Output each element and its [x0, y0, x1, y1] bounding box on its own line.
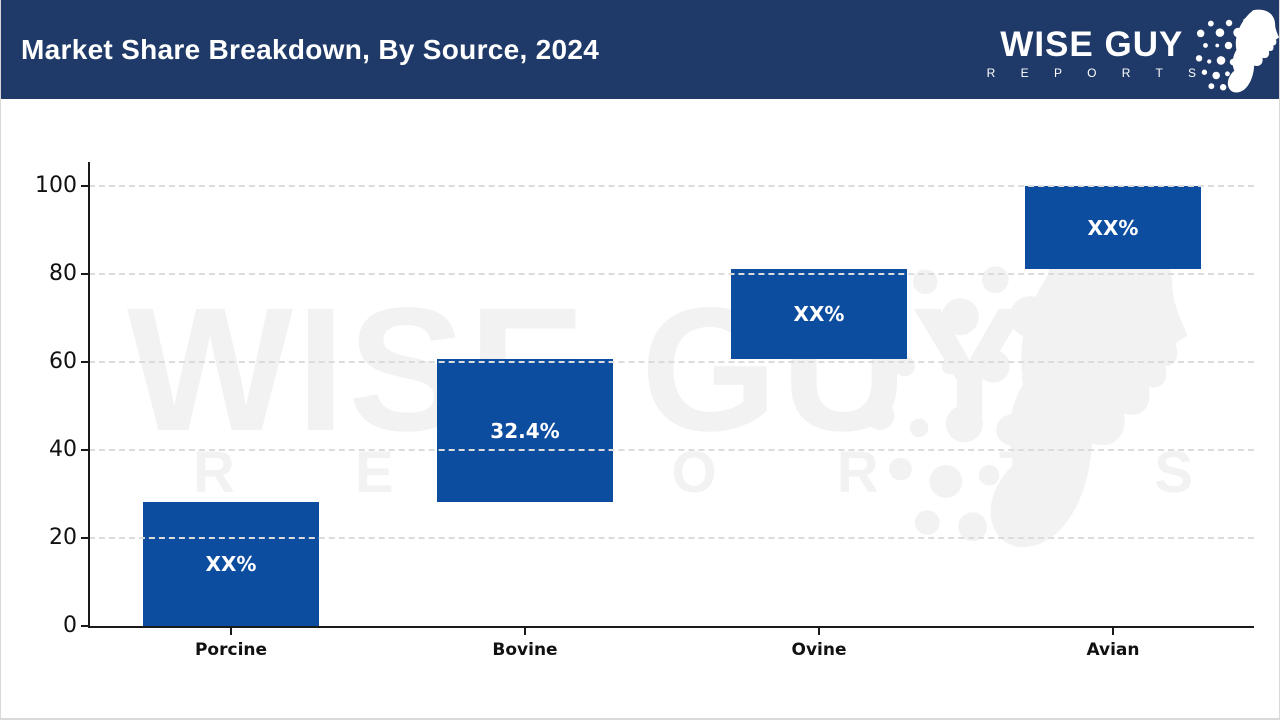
y-axis-tick-60: [81, 361, 88, 363]
logo-text: WISE GUY R E P O R T S: [977, 24, 1207, 81]
bar-bovine: 32.4%: [437, 359, 613, 502]
y-axis-tick-label: 0: [63, 613, 77, 638]
wise-guy-logo: WISE GUY R E P O R T S: [977, 8, 1279, 99]
y-axis-tick-40: [81, 449, 88, 451]
bar-value-label: XX%: [793, 302, 845, 327]
y-axis-spine: [88, 162, 90, 627]
bar-porcine: XX%: [143, 501, 319, 626]
gridline-y-60: [89, 361, 1254, 363]
y-axis-tick-label: 80: [49, 261, 77, 286]
logo-subtitle: R E P O R T S: [986, 66, 1207, 81]
gridline-y-100: [89, 185, 1254, 187]
y-axis-tick-label: 20: [49, 525, 77, 550]
gridline-y-20: [89, 537, 1254, 539]
y-axis-tick-100: [81, 185, 88, 187]
y-axis-tick-20: [81, 537, 88, 539]
x-axis-tick-avian: [1112, 628, 1114, 635]
y-axis-tick-label: 60: [49, 349, 77, 374]
bar-ovine: XX%: [731, 269, 907, 360]
x-axis-category-label: Ovine: [791, 640, 847, 660]
x-axis-category-label: Porcine: [194, 640, 268, 660]
y-axis-tick-label: 40: [49, 437, 77, 462]
logo-wordmark: WISE GUY: [1000, 24, 1184, 64]
x-axis-tick-bovine: [524, 628, 526, 635]
header-bar: Market Share Breakdown, By Source, 2024 …: [1, 0, 1279, 99]
bar-avian: XX%: [1025, 186, 1201, 270]
y-axis-tick-label: 100: [35, 173, 77, 198]
x-axis-spine: [88, 626, 1254, 628]
watermark-head-icon: [865, 228, 1187, 548]
x-axis-tick-ovine: [818, 628, 820, 635]
x-axis-tick-porcine: [230, 628, 232, 635]
page-title: Market Share Breakdown, By Source, 2024: [21, 33, 600, 65]
logo-head-icon: [1195, 9, 1279, 93]
x-axis-category-label: Bovine: [492, 640, 558, 660]
gridline-y-80: [89, 273, 1254, 275]
y-axis-tick-0: [81, 625, 88, 627]
x-axis-category-label: Avian: [1086, 640, 1140, 660]
gridline-y-40: [89, 449, 1254, 451]
bar-value-label: XX%: [205, 551, 257, 576]
bar-value-label: 32.4%: [490, 418, 560, 443]
y-axis-tick-80: [81, 273, 88, 275]
bar-value-label: XX%: [1087, 215, 1139, 240]
